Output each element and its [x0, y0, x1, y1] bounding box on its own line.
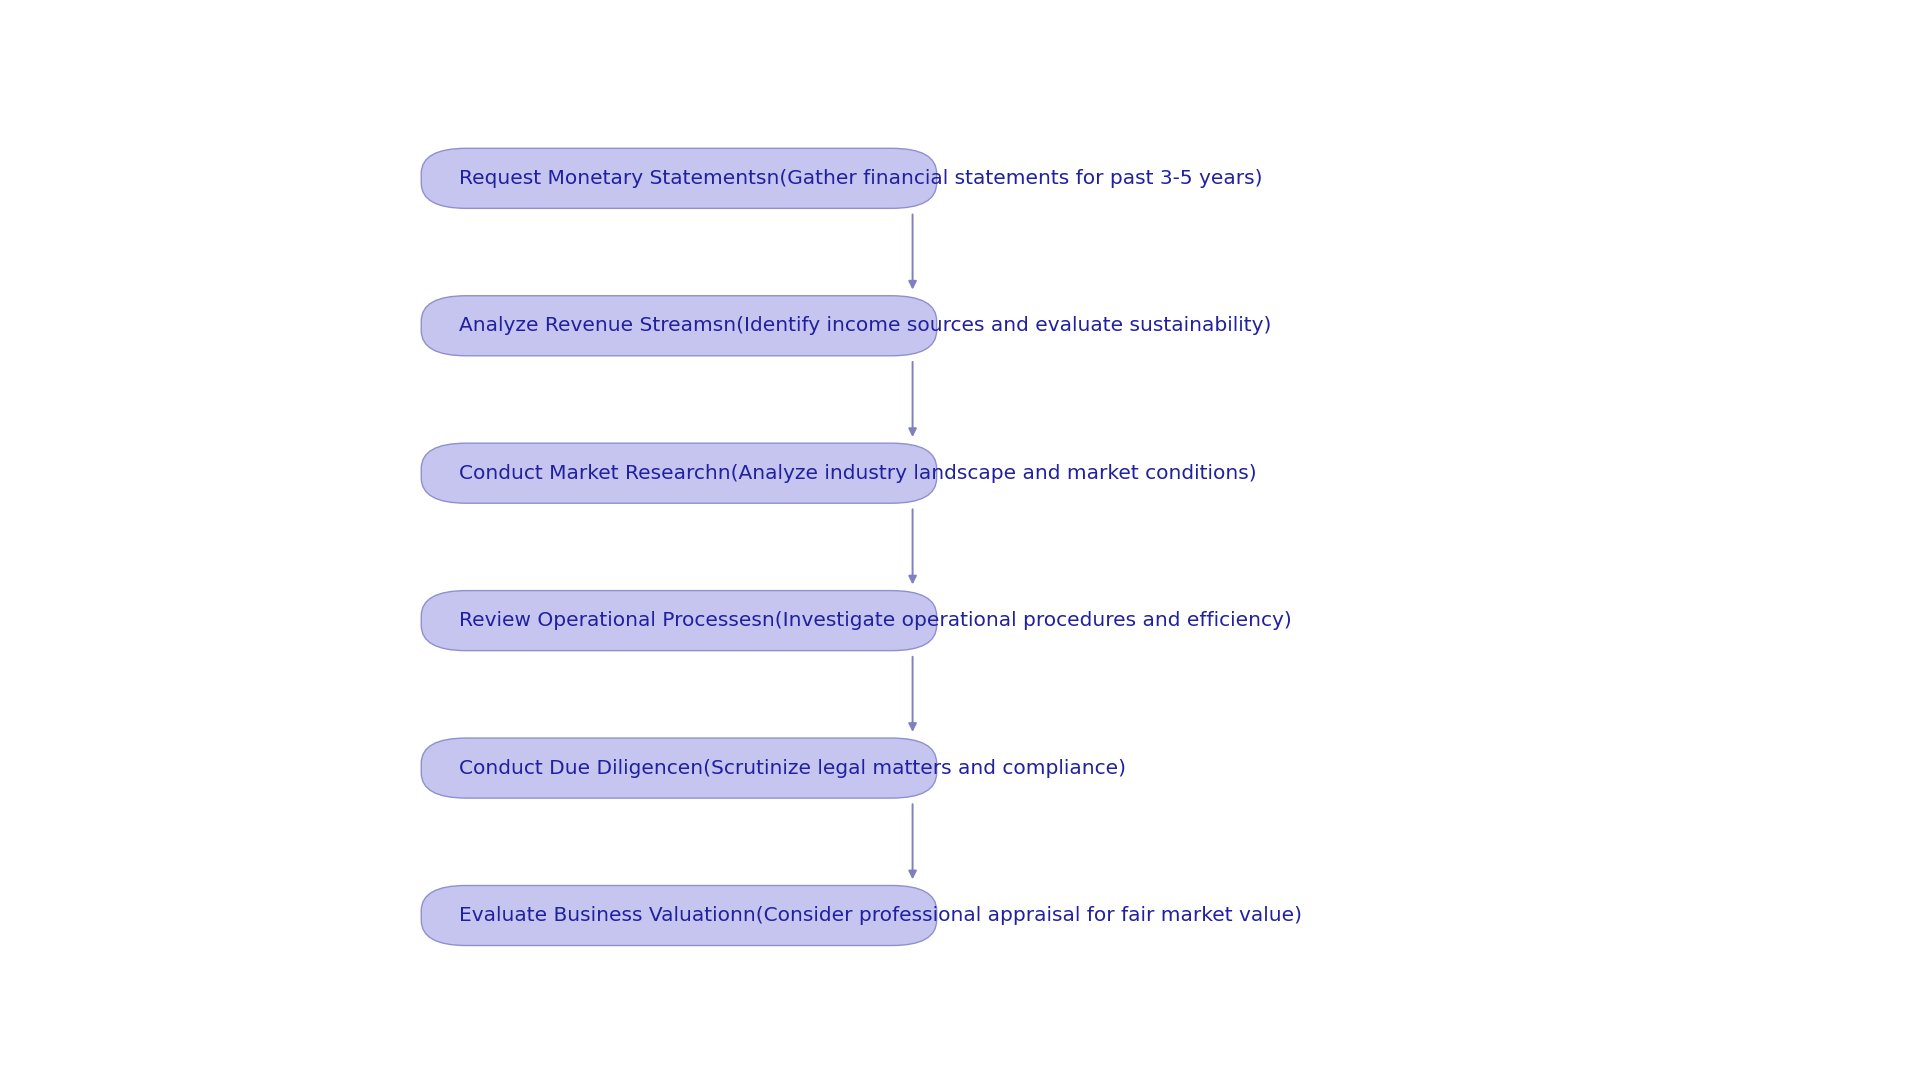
- FancyBboxPatch shape: [420, 886, 937, 945]
- Text: Request Monetary Statementsn(Gather financial statements for past 3-5 years): Request Monetary Statementsn(Gather fina…: [459, 169, 1261, 187]
- Text: Review Operational Processesn(Investigate operational procedures and efficiency): Review Operational Processesn(Investigat…: [459, 611, 1292, 630]
- Text: Evaluate Business Valuationn(Consider professional appraisal for fair market val: Evaluate Business Valuationn(Consider pr…: [459, 906, 1302, 925]
- Text: Analyze Revenue Streamsn(Identify income sources and evaluate sustainability): Analyze Revenue Streamsn(Identify income…: [459, 316, 1271, 336]
- Text: Conduct Due Diligencen(Scrutinize legal matters and compliance): Conduct Due Diligencen(Scrutinize legal …: [459, 758, 1125, 778]
- FancyBboxPatch shape: [420, 738, 937, 798]
- Text: Conduct Market Researchn(Analyze industry landscape and market conditions): Conduct Market Researchn(Analyze industr…: [459, 464, 1256, 483]
- FancyBboxPatch shape: [420, 296, 937, 356]
- FancyBboxPatch shape: [420, 443, 937, 504]
- FancyBboxPatch shape: [420, 590, 937, 651]
- FancyBboxPatch shape: [420, 148, 937, 208]
